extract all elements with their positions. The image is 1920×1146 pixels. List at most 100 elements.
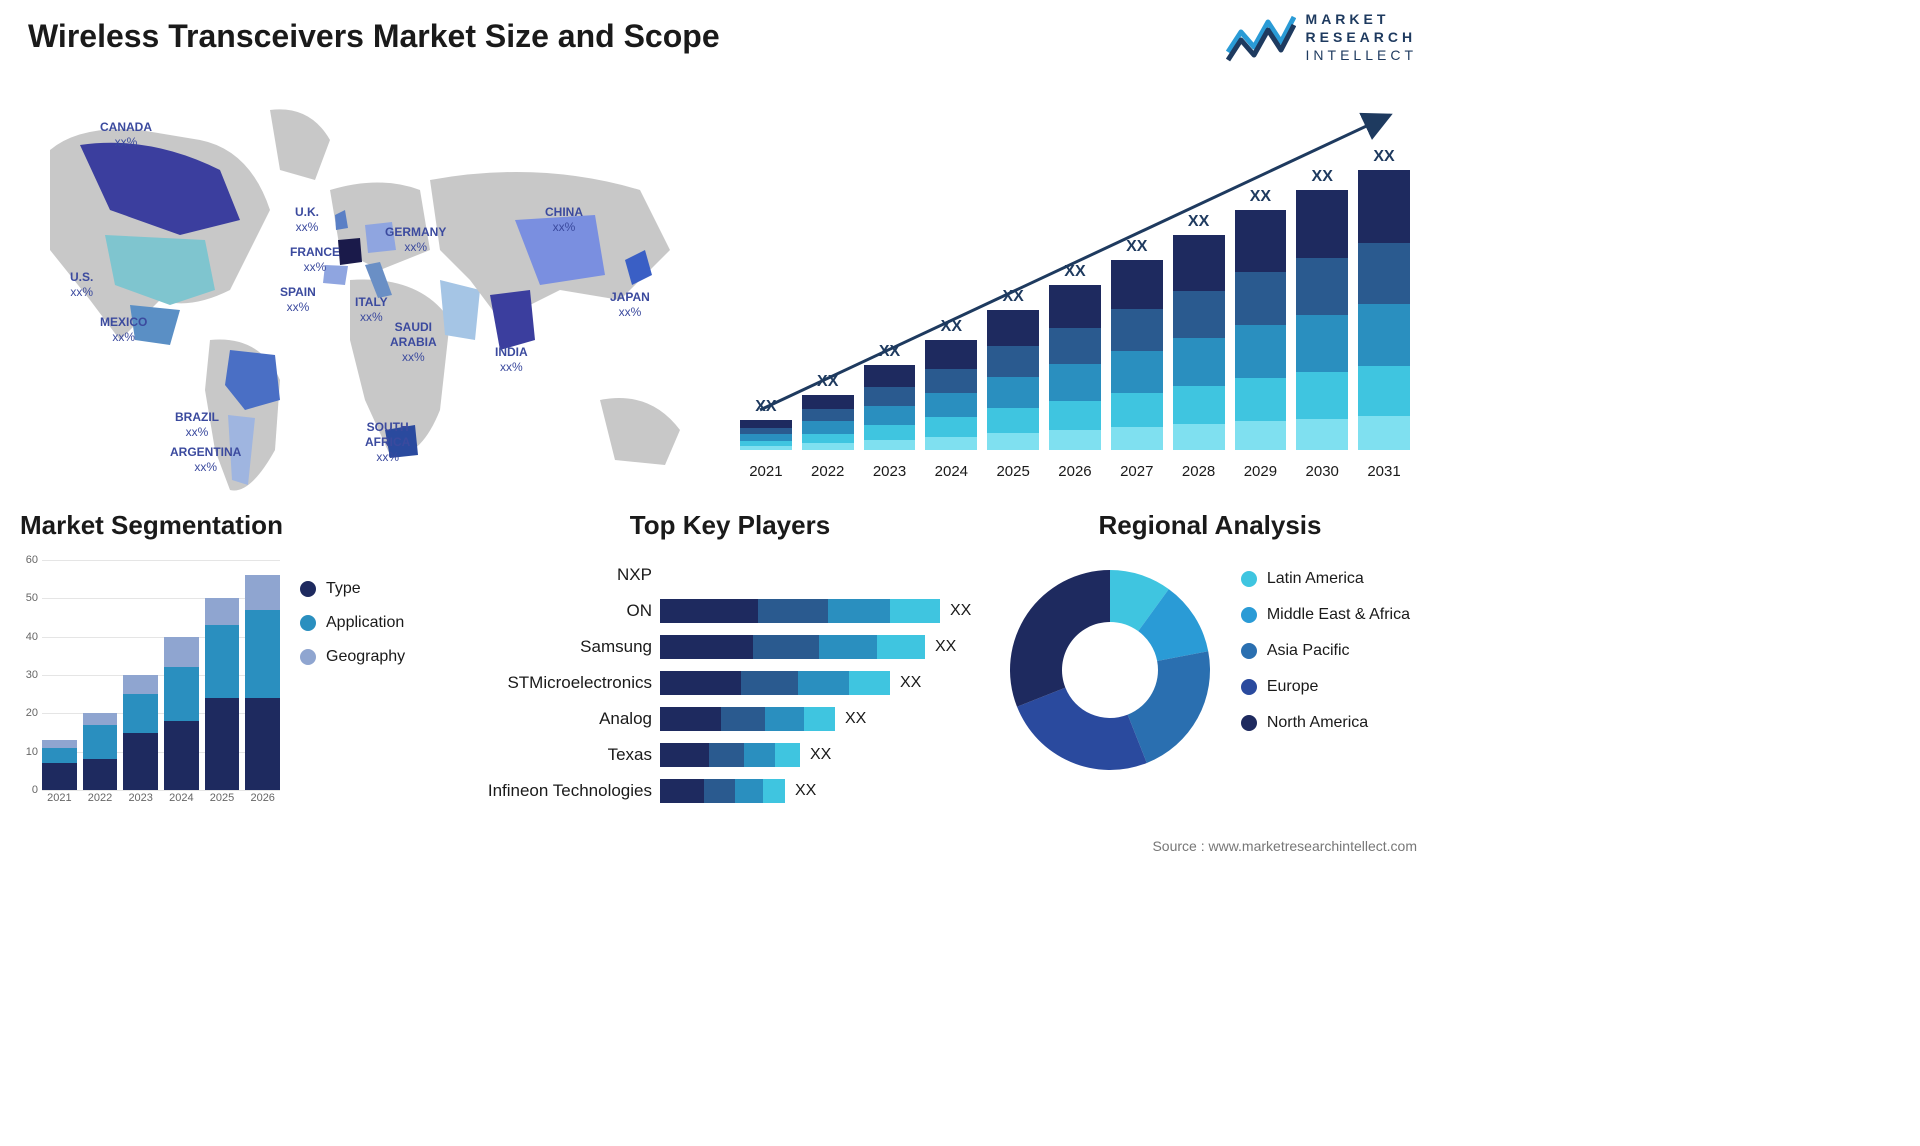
seg-legend-type: Type: [300, 580, 405, 598]
world-map: CANADAxx%U.S.xx%MEXICOxx%BRAZILxx%ARGENT…: [20, 90, 720, 500]
growth-year-label: 2022: [802, 463, 854, 480]
seg-legend-application: Application: [300, 614, 405, 632]
growth-bar-2021: XX: [740, 398, 792, 450]
growth-bar-2031: XX: [1358, 148, 1410, 450]
growth-year-label: 2029: [1235, 463, 1287, 480]
growth-year-label: 2030: [1296, 463, 1348, 480]
map-label-france: FRANCExx%: [290, 245, 340, 275]
seg-bar-2025: [205, 598, 240, 790]
donut-slice-northamerica: [1010, 570, 1110, 707]
kp-value: XX: [810, 746, 831, 764]
growth-year-label: 2023: [864, 463, 916, 480]
growth-value-label: XX: [879, 343, 900, 361]
kp-value: XX: [950, 602, 971, 620]
growth-value-label: XX: [1126, 238, 1147, 256]
growth-value-label: XX: [755, 398, 776, 416]
kp-row-stmicroelectronics: STMicroelectronics XX: [480, 668, 980, 698]
growth-value-label: XX: [1312, 168, 1333, 186]
page-title: Wireless Transceivers Market Size and Sc…: [28, 18, 720, 55]
kp-row-analog: AnalogXX: [480, 704, 980, 734]
growth-bar-2028: XX: [1173, 213, 1225, 450]
map-label-uk: U.K.xx%: [295, 205, 319, 235]
map-label-germany: GERMANYxx%: [385, 225, 446, 255]
seg-year-label: 2022: [83, 792, 118, 810]
kp-row-texas: Texas XX: [480, 740, 980, 770]
growth-value-label: XX: [1188, 213, 1209, 231]
reg-legend-asiapacific: Asia Pacific: [1241, 642, 1410, 660]
kp-row-infineontechnologies: Infineon Technologies XX: [480, 776, 980, 806]
growth-bar-2023: XX: [864, 343, 916, 450]
growth-value-label: XX: [1002, 288, 1023, 306]
kp-name: Texas: [480, 745, 660, 765]
map-label-china: CHINAxx%: [545, 205, 583, 235]
kp-row-samsung: Samsung XX: [480, 632, 980, 662]
kp-name: Infineon Technologies: [480, 781, 660, 801]
growth-year-label: 2026: [1049, 463, 1101, 480]
seg-legend-geography: Geography: [300, 648, 405, 666]
map-label-southafrica: SOUTHAFRICAxx%: [365, 420, 410, 465]
kp-value: XX: [900, 674, 921, 692]
growth-value-label: XX: [941, 318, 962, 336]
seg-bar-2023: [123, 675, 158, 790]
key-players-panel: Top Key Players NXPONXXSamsungXXSTMicroe…: [480, 510, 980, 810]
map-label-us: U.S.xx%: [70, 270, 93, 300]
growth-value-label: XX: [1250, 188, 1271, 206]
growth-chart: XXXXXXXXXXXXXXXXXXXXXX 20212022202320242…: [740, 100, 1410, 480]
growth-year-label: 2027: [1111, 463, 1163, 480]
reg-legend-latinamerica: Latin America: [1241, 570, 1410, 588]
seg-bar-2024: [164, 637, 199, 790]
kp-row-nxp: NXP: [480, 560, 980, 590]
reg-legend-middleeastafrica: Middle East & Africa: [1241, 606, 1410, 624]
map-label-brazil: BRAZILxx%: [175, 410, 219, 440]
kp-value: XX: [845, 710, 866, 728]
growth-year-label: 2021: [740, 463, 792, 480]
map-label-spain: SPAINxx%: [280, 285, 316, 315]
reg-legend-europe: Europe: [1241, 678, 1410, 696]
map-label-saudiarabia: SAUDIARABIAxx%: [390, 320, 437, 365]
growth-bar-2025: XX: [987, 288, 1039, 450]
map-label-italy: ITALYxx%: [355, 295, 388, 325]
logo-icon: [1226, 12, 1296, 62]
seg-year-label: 2024: [164, 792, 199, 810]
segmentation-panel: Market Segmentation 0102030405060 202120…: [20, 510, 460, 810]
growth-value-label: XX: [817, 373, 838, 391]
seg-ytick: 10: [26, 746, 38, 758]
kp-name: ON: [480, 601, 660, 621]
map-label-india: INDIAxx%: [495, 345, 528, 375]
seg-bar-2026: [245, 575, 280, 790]
map-label-japan: JAPANxx%: [610, 290, 650, 320]
logo-line2: RESEARCH: [1306, 28, 1417, 46]
growth-year-label: 2028: [1173, 463, 1225, 480]
footer-source: Source : www.marketresearchintellect.com: [1152, 838, 1417, 854]
donut-slice-europe: [1017, 688, 1147, 770]
growth-bar-2027: XX: [1111, 238, 1163, 450]
seg-bar-2022: [83, 713, 118, 790]
growth-bar-2026: XX: [1049, 263, 1101, 450]
kp-name: STMicroelectronics: [480, 673, 660, 693]
map-india: [490, 290, 535, 350]
growth-value-label: XX: [1373, 148, 1394, 166]
kp-value: XX: [935, 638, 956, 656]
regional-donut: [1000, 560, 1220, 780]
growth-bar-2029: XX: [1235, 188, 1287, 450]
kp-row-on: ON XX: [480, 596, 980, 626]
kp-value: XX: [795, 782, 816, 800]
growth-bar-2024: XX: [925, 318, 977, 450]
seg-year-label: 2023: [123, 792, 158, 810]
seg-year-label: 2021: [42, 792, 77, 810]
seg-ytick: 30: [26, 669, 38, 681]
seg-ytick: 20: [26, 707, 38, 719]
seg-bar-2021: [42, 740, 77, 790]
kp-name: Samsung: [480, 637, 660, 657]
seg-ytick: 60: [26, 554, 38, 566]
map-label-argentina: ARGENTINAxx%: [170, 445, 241, 475]
seg-year-label: 2026: [245, 792, 280, 810]
key-players-title: Top Key Players: [480, 510, 980, 541]
growth-year-label: 2031: [1358, 463, 1410, 480]
seg-ytick: 0: [32, 784, 38, 796]
seg-ytick: 50: [26, 592, 38, 604]
growth-bar-2030: XX: [1296, 168, 1348, 450]
brand-logo: MARKET RESEARCH INTELLECT: [1226, 10, 1417, 65]
regional-title: Regional Analysis: [1000, 510, 1420, 541]
map-label-mexico: MEXICOxx%: [100, 315, 147, 345]
